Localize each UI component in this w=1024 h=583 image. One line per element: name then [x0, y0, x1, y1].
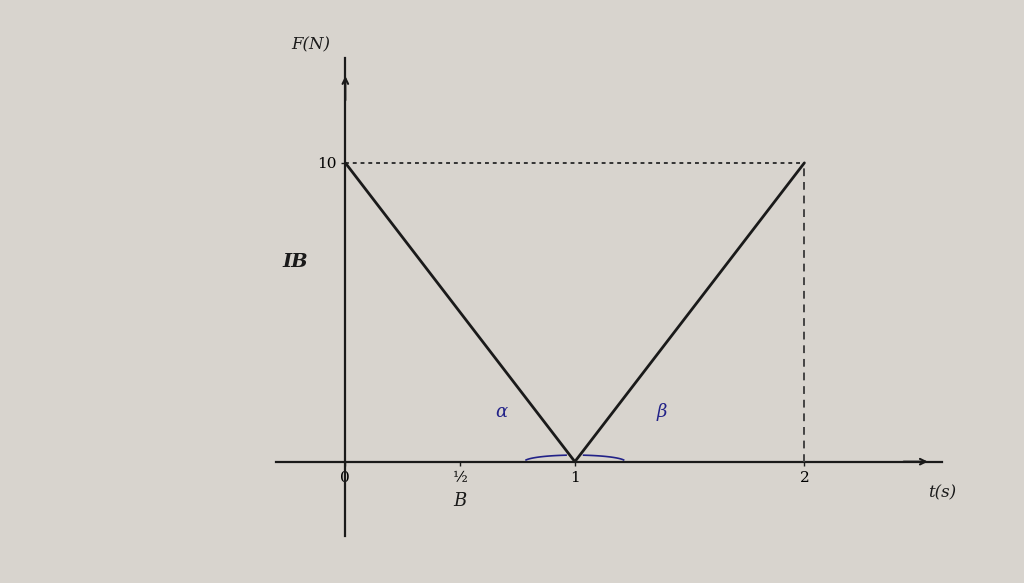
Text: β: β	[656, 403, 668, 421]
Text: IB: IB	[282, 254, 307, 272]
Text: B: B	[454, 493, 467, 511]
Text: α: α	[496, 403, 508, 421]
Text: F(N): F(N)	[292, 36, 331, 53]
Text: t(s): t(s)	[928, 484, 956, 501]
